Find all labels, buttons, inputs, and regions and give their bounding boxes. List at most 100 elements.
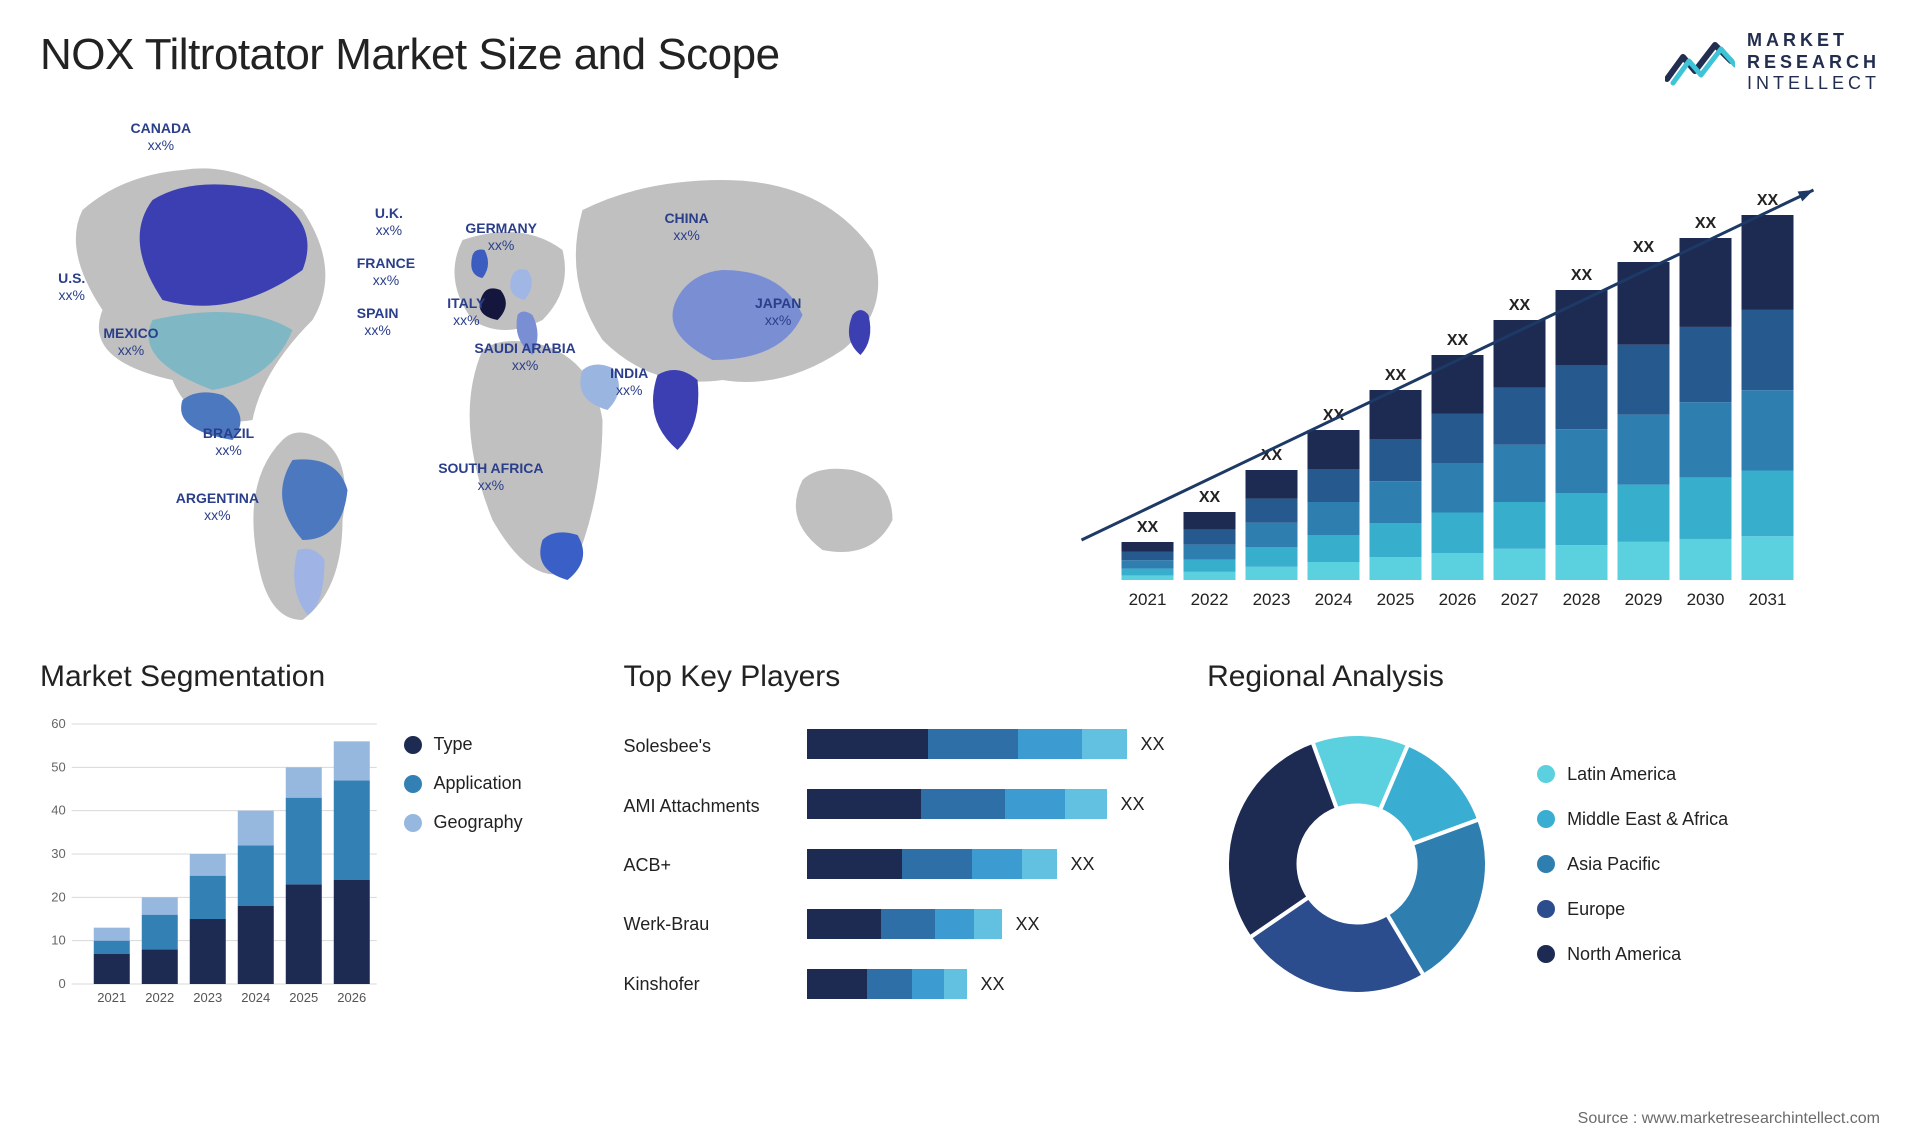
players-body: Solesbee'sAMI AttachmentsACB+Werk-BrauKi…	[624, 714, 1168, 1014]
map-label: INDIAxx%	[610, 365, 648, 399]
map-label: FRANCExx%	[357, 255, 415, 289]
logo-text: MARKET RESEARCH INTELLECT	[1747, 30, 1880, 95]
map-label: CHINAxx%	[664, 210, 708, 244]
player-bar	[807, 909, 1002, 939]
map-label: SOUTH AFRICAxx%	[438, 460, 543, 494]
legend-dot-icon	[1537, 900, 1555, 918]
svg-text:2024: 2024	[241, 990, 270, 1005]
legend-dot-icon	[1537, 945, 1555, 963]
map-label: SPAINxx%	[357, 305, 399, 339]
player-bar	[807, 849, 1057, 879]
svg-text:10: 10	[51, 933, 65, 948]
map-label: U.K.xx%	[375, 205, 403, 239]
player-bar-seg	[807, 969, 868, 999]
svg-text:60: 60	[51, 716, 65, 731]
player-value: XX	[1071, 854, 1095, 875]
legend-item: Europe	[1537, 899, 1728, 920]
players-bars: XXXXXXXXXX	[807, 714, 1168, 1014]
svg-text:XX: XX	[1571, 267, 1593, 284]
svg-text:XX: XX	[1137, 519, 1159, 536]
legend-dot-icon	[1537, 855, 1555, 873]
svg-text:2025: 2025	[289, 990, 318, 1005]
segmentation-body: 0102030405060202120222023202420252026 Ty…	[40, 714, 584, 1014]
legend-item: Asia Pacific	[1537, 854, 1728, 875]
svg-text:XX: XX	[1199, 489, 1221, 506]
player-bar-seg	[807, 729, 929, 759]
player-bar-seg	[807, 789, 921, 819]
svg-text:40: 40	[51, 803, 65, 818]
svg-text:50: 50	[51, 759, 65, 774]
player-bar	[807, 729, 1127, 759]
player-bar-seg	[1018, 729, 1082, 759]
player-bar-seg	[974, 909, 1001, 939]
player-bar-seg	[902, 849, 972, 879]
segmentation-chart: 0102030405060202120222023202420252026	[40, 714, 384, 1014]
map-label: U.S.xx%	[58, 270, 85, 304]
segmentation-title: Market Segmentation	[40, 660, 584, 694]
svg-text:2021: 2021	[97, 990, 126, 1005]
player-bar-row: XX	[807, 846, 1168, 882]
svg-text:2027: 2027	[1501, 590, 1539, 609]
player-bar-row: XX	[807, 906, 1168, 942]
player-bar-seg	[867, 969, 912, 999]
svg-text:2024: 2024	[1315, 590, 1353, 609]
legend-item: Application	[404, 773, 584, 794]
svg-text:20: 20	[51, 889, 65, 904]
svg-text:XX: XX	[1757, 192, 1779, 209]
svg-text:0: 0	[59, 976, 66, 991]
player-bar-seg	[944, 969, 966, 999]
player-bar-seg	[1022, 849, 1057, 879]
regional-title: Regional Analysis	[1207, 660, 1880, 694]
player-bar-row: XX	[807, 786, 1168, 822]
bottom-row: Market Segmentation 01020304050602021202…	[40, 660, 1880, 1060]
player-name: Werk-Brau	[624, 914, 799, 935]
player-bar-seg	[807, 909, 881, 939]
player-bar-seg	[881, 909, 936, 939]
svg-text:2025: 2025	[1377, 590, 1415, 609]
map-label: MEXICOxx%	[103, 325, 158, 359]
logo: MARKET RESEARCH INTELLECT	[1665, 30, 1880, 95]
player-bar-seg	[1065, 789, 1107, 819]
segmentation-panel: Market Segmentation 01020304050602021202…	[40, 660, 584, 1060]
growth-chart: XX2021XX2022XX2023XX2024XX2025XX2026XX20…	[975, 120, 1880, 620]
top-row: CANADAxx%U.S.xx%MEXICOxx%BRAZILxx%ARGENT…	[40, 120, 1880, 620]
header: NOX Tiltrotator Market Size and Scope MA…	[40, 30, 1880, 110]
legend-item: Type	[404, 734, 584, 755]
svg-text:XX: XX	[1447, 332, 1469, 349]
legend-label: Latin America	[1567, 764, 1676, 785]
players-labels: Solesbee'sAMI AttachmentsACB+Werk-BrauKi…	[624, 714, 799, 1014]
regional-donut	[1207, 714, 1507, 1014]
source-text: Source : www.marketresearchintellect.com	[1578, 1110, 1880, 1128]
player-bar	[807, 789, 1107, 819]
map-label: ITALYxx%	[447, 295, 485, 329]
player-bar-seg	[807, 849, 902, 879]
legend-dot-icon	[404, 736, 422, 754]
segmentation-legend: TypeApplicationGeography	[404, 714, 584, 1014]
player-name: AMI Attachments	[624, 796, 799, 817]
regional-legend: Latin AmericaMiddle East & AfricaAsia Pa…	[1537, 764, 1728, 965]
legend-item: North America	[1537, 944, 1728, 965]
player-bar-seg	[912, 969, 944, 999]
page-title: NOX Tiltrotator Market Size and Scope	[40, 30, 780, 80]
player-bar-seg	[935, 909, 974, 939]
legend-label: Asia Pacific	[1567, 854, 1660, 875]
legend-dot-icon	[1537, 765, 1555, 783]
svg-text:XX: XX	[1509, 297, 1531, 314]
map-label: CANADAxx%	[131, 120, 192, 154]
player-value: XX	[981, 974, 1005, 995]
svg-text:2023: 2023	[1253, 590, 1291, 609]
map-label: SAUDI ARABIAxx%	[474, 340, 575, 374]
world-map-panel: CANADAxx%U.S.xx%MEXICOxx%BRAZILxx%ARGENT…	[40, 120, 945, 620]
map-label: ARGENTINAxx%	[176, 490, 259, 524]
player-bar-seg	[921, 789, 1005, 819]
legend-item: Latin America	[1537, 764, 1728, 785]
player-value: XX	[1016, 914, 1040, 935]
svg-text:2022: 2022	[1191, 590, 1229, 609]
legend-label: Application	[434, 773, 522, 794]
svg-text:2021: 2021	[1129, 590, 1167, 609]
player-bar-seg	[1082, 729, 1127, 759]
svg-text:2026: 2026	[337, 990, 366, 1005]
svg-text:XX: XX	[1633, 239, 1655, 256]
regional-panel: Regional Analysis Latin AmericaMiddle Ea…	[1207, 660, 1880, 1060]
players-title: Top Key Players	[624, 660, 1168, 694]
